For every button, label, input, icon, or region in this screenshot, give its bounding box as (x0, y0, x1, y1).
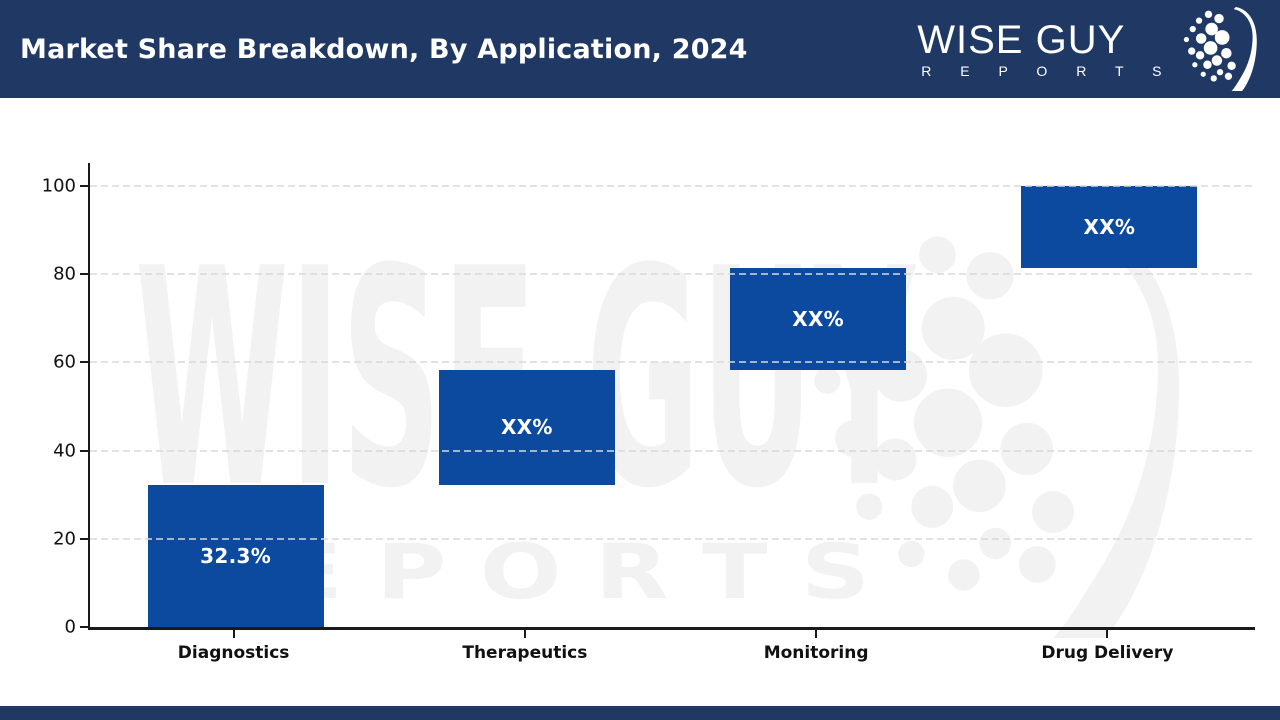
y-tick-mark-20 (80, 537, 88, 540)
y-tick-label-80: 80 (53, 263, 76, 285)
y-tick-mark-80 (80, 273, 88, 276)
y-tick-label-60: 60 (53, 351, 76, 373)
x-tick-mark-4 (1106, 630, 1109, 638)
x-category-label-monitoring: Monitoring (763, 643, 869, 663)
wiseguy-logo: WISE GUY R E P O R T S (917, 7, 1262, 91)
x-tick-mark-1 (232, 630, 235, 638)
y-tick-mark-40 (80, 449, 88, 452)
footer-bar (0, 706, 1280, 720)
bar-therapeutics: XX% (438, 369, 615, 485)
bar-value-label: XX% (792, 306, 845, 331)
x-category-label-drug-delivery: Drug Delivery (1041, 643, 1174, 663)
gridline-20 (90, 537, 1255, 540)
gridline-60 (90, 361, 1255, 364)
logo-subtext: R E P O R T S (921, 63, 1174, 79)
gridline-80 (90, 273, 1255, 276)
y-tick-mark-60 (80, 361, 88, 364)
bar-monitoring: XX% (730, 267, 907, 370)
gridline-40 (90, 449, 1255, 452)
logo-wordmark-block: WISE GUY R E P O R T S (917, 20, 1174, 78)
y-tick-label-100: 100 (41, 175, 76, 197)
bar-value-label: 32.3% (200, 543, 272, 568)
gridline-100 (90, 185, 1255, 187)
logo-wordmark: WISE GUY (917, 18, 1126, 62)
header-bar: Market Share Breakdown, By Application, … (0, 0, 1280, 98)
y-tick-mark-0 (80, 626, 88, 628)
bar-diagnostics: 32.3% (147, 484, 324, 627)
x-category-label-diagnostics: Diagnostics (177, 643, 290, 663)
bar-drug-delivery: XX% (1021, 186, 1198, 268)
x-tick-mark-3 (815, 630, 818, 638)
y-tick-label-20: 20 (53, 528, 76, 550)
logo-face-icon (1183, 7, 1257, 91)
plot-area: 32.3% XX% XX% XX% (88, 163, 1255, 630)
page-title: Market Share Breakdown, By Application, … (20, 33, 748, 65)
x-tick-mark-2 (523, 630, 526, 638)
y-tick-mark-100 (80, 185, 88, 187)
y-tick-label-40: 40 (53, 440, 76, 462)
x-category-label-therapeutics: Therapeutics (462, 643, 588, 663)
y-tick-label-0: 0 (64, 616, 76, 638)
bar-value-label: XX% (500, 415, 553, 440)
bar-value-label: XX% (1083, 214, 1136, 239)
